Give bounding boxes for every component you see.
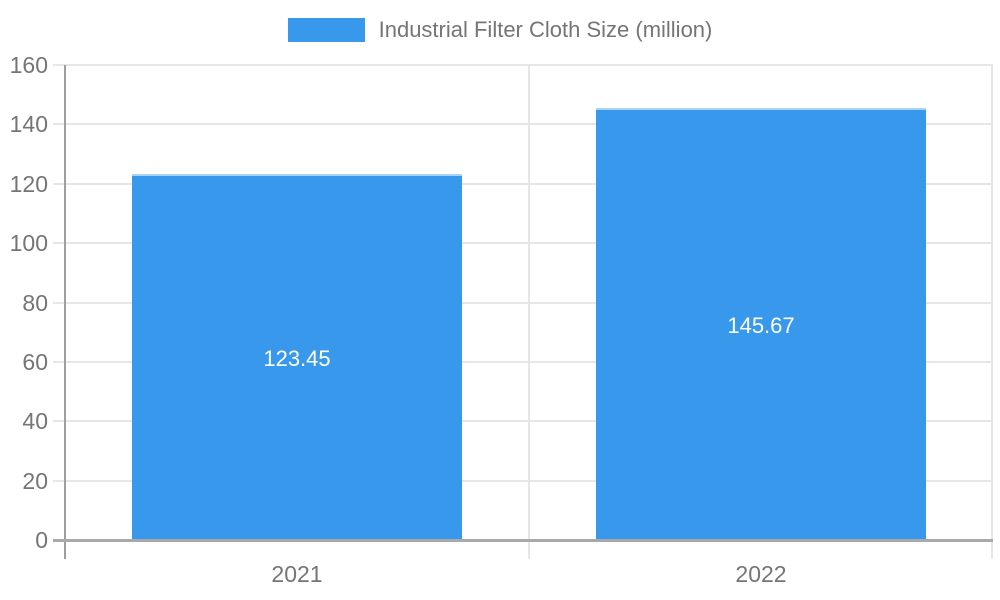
legend-item[interactable]: Industrial Filter Cloth Size (million) xyxy=(0,17,1000,43)
y-axis-tick-label: 40 xyxy=(22,408,48,435)
legend-label: Industrial Filter Cloth Size (million) xyxy=(378,17,713,42)
gridline xyxy=(53,123,993,126)
gridline xyxy=(53,479,993,482)
x-axis-tick-label: 2021 xyxy=(271,561,323,587)
y-axis-tick-label: 140 xyxy=(9,111,48,138)
gridline xyxy=(53,301,993,304)
plot-right-border xyxy=(991,65,993,559)
y-axis-tick-label: 160 xyxy=(9,52,48,78)
gridline xyxy=(53,64,993,66)
gridline xyxy=(53,182,993,185)
y-axis-tick-label: 120 xyxy=(9,170,48,197)
y-axis-tick-label: 60 xyxy=(22,348,48,375)
gridline xyxy=(53,360,993,363)
x-axis-tick-label: 2022 xyxy=(735,561,787,587)
bar-value-label: 123.45 xyxy=(263,345,331,371)
gridline xyxy=(53,420,993,423)
category-separator-line xyxy=(528,65,530,559)
gridline xyxy=(53,242,993,245)
bar-value-label: 145.67 xyxy=(727,312,795,338)
y-axis-tick-label: 100 xyxy=(9,230,48,257)
y-axis-line xyxy=(64,65,66,559)
bar[interactable]: 145.67 xyxy=(596,107,926,540)
y-axis-tick-label: 0 xyxy=(35,527,48,553)
x-axis-line xyxy=(53,539,993,542)
bar[interactable]: 123.45 xyxy=(132,173,462,540)
legend-swatch xyxy=(287,18,365,42)
y-axis-tick-label: 20 xyxy=(22,467,48,494)
y-axis-tick-label: 80 xyxy=(22,289,48,316)
